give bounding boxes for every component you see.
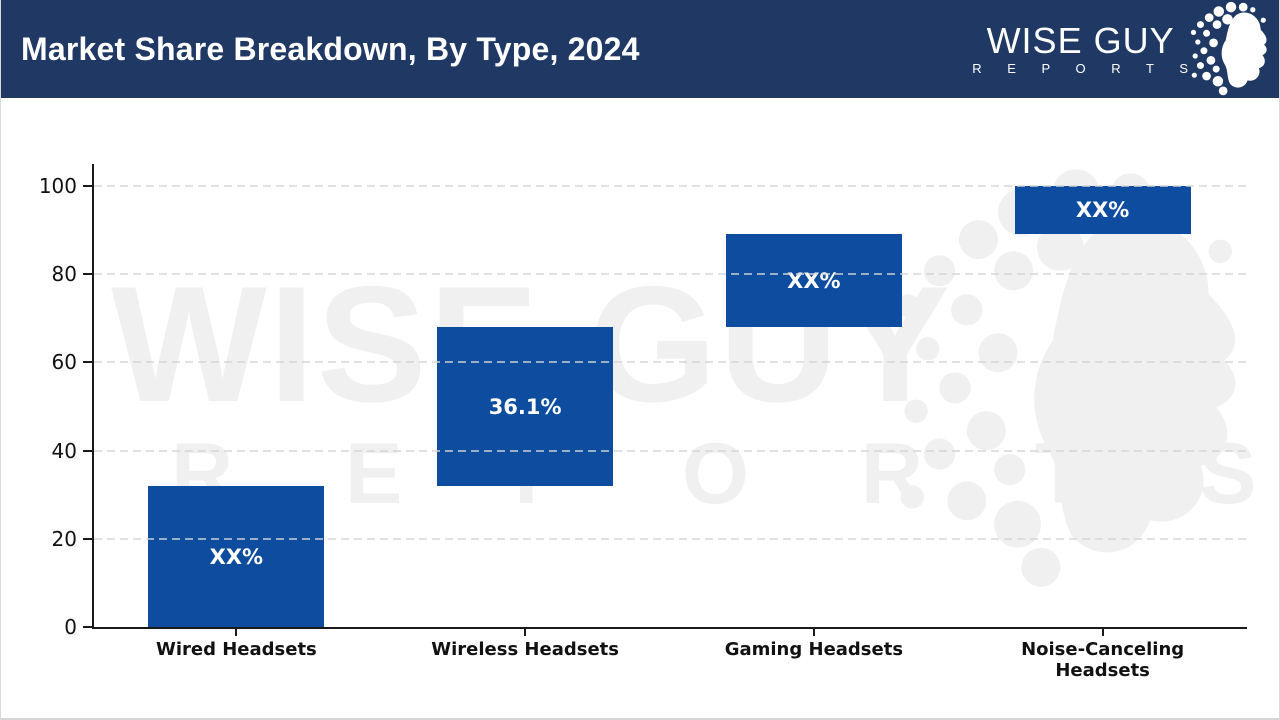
category-label-1: Wired Headsets xyxy=(155,639,317,660)
bar-value-label-2: 36.1% xyxy=(488,394,562,419)
y-tickmark-100 xyxy=(83,185,92,187)
y-tickmark-80 xyxy=(83,273,92,276)
x-tickmark-2 xyxy=(524,629,527,636)
gridline-60 xyxy=(94,361,1247,364)
category-label-2: Wireless Headsets xyxy=(431,639,619,660)
y-tick-label-40: 40 xyxy=(51,438,77,463)
bar-value-label-4: XX% xyxy=(1075,198,1130,223)
gridline-40 xyxy=(94,449,1247,452)
y-tick-label-60: 60 xyxy=(51,350,77,375)
y-tick-label-20: 20 xyxy=(51,526,77,551)
y-tickmark-40 xyxy=(83,449,92,452)
x-tickmark-3 xyxy=(812,629,815,636)
bar-value-label-3: XX% xyxy=(787,268,841,293)
y-tick-label-0: 0 xyxy=(64,615,77,639)
bar-4: XX% xyxy=(1014,186,1191,235)
y-tick-label-100: 100 xyxy=(38,174,77,198)
x-axis-line xyxy=(92,627,1247,629)
bar-value-label-1: XX% xyxy=(209,544,264,569)
y-tickmark-0 xyxy=(83,626,92,628)
bar-3: XX% xyxy=(725,234,902,328)
bar-1: XX% xyxy=(148,486,325,627)
gridline-80 xyxy=(94,273,1247,276)
logo-wordmark: WISE GUY R E P O R T S xyxy=(962,20,1199,77)
y-tickmark-20 xyxy=(83,537,92,540)
y-tick-label-80: 80 xyxy=(51,262,77,287)
brand-logo: WISE GUY R E P O R T S xyxy=(962,1,1277,97)
chart-title: Market Share Breakdown, By Type, 2024 xyxy=(21,30,640,67)
y-axis-line xyxy=(92,164,94,629)
header-bar: Market Share Breakdown, By Type, 2024 WI… xyxy=(1,0,1279,98)
logo-wordmark-line2: R E P O R T S xyxy=(972,61,1199,76)
logo-wordmark-line1: WISE GUY xyxy=(986,20,1175,61)
gridline-100 xyxy=(94,185,1247,187)
x-tickmark-4 xyxy=(1101,629,1104,636)
y-tickmark-60 xyxy=(83,361,92,364)
logo-face-icon xyxy=(1190,1,1267,96)
gridline-20 xyxy=(94,537,1247,540)
x-tickmark-1 xyxy=(235,629,238,636)
category-label-3: Gaming Headsets xyxy=(724,639,904,660)
category-label-4: Noise-Canceling Headsets xyxy=(1021,639,1185,681)
bar-2: 36.1% xyxy=(437,327,614,487)
